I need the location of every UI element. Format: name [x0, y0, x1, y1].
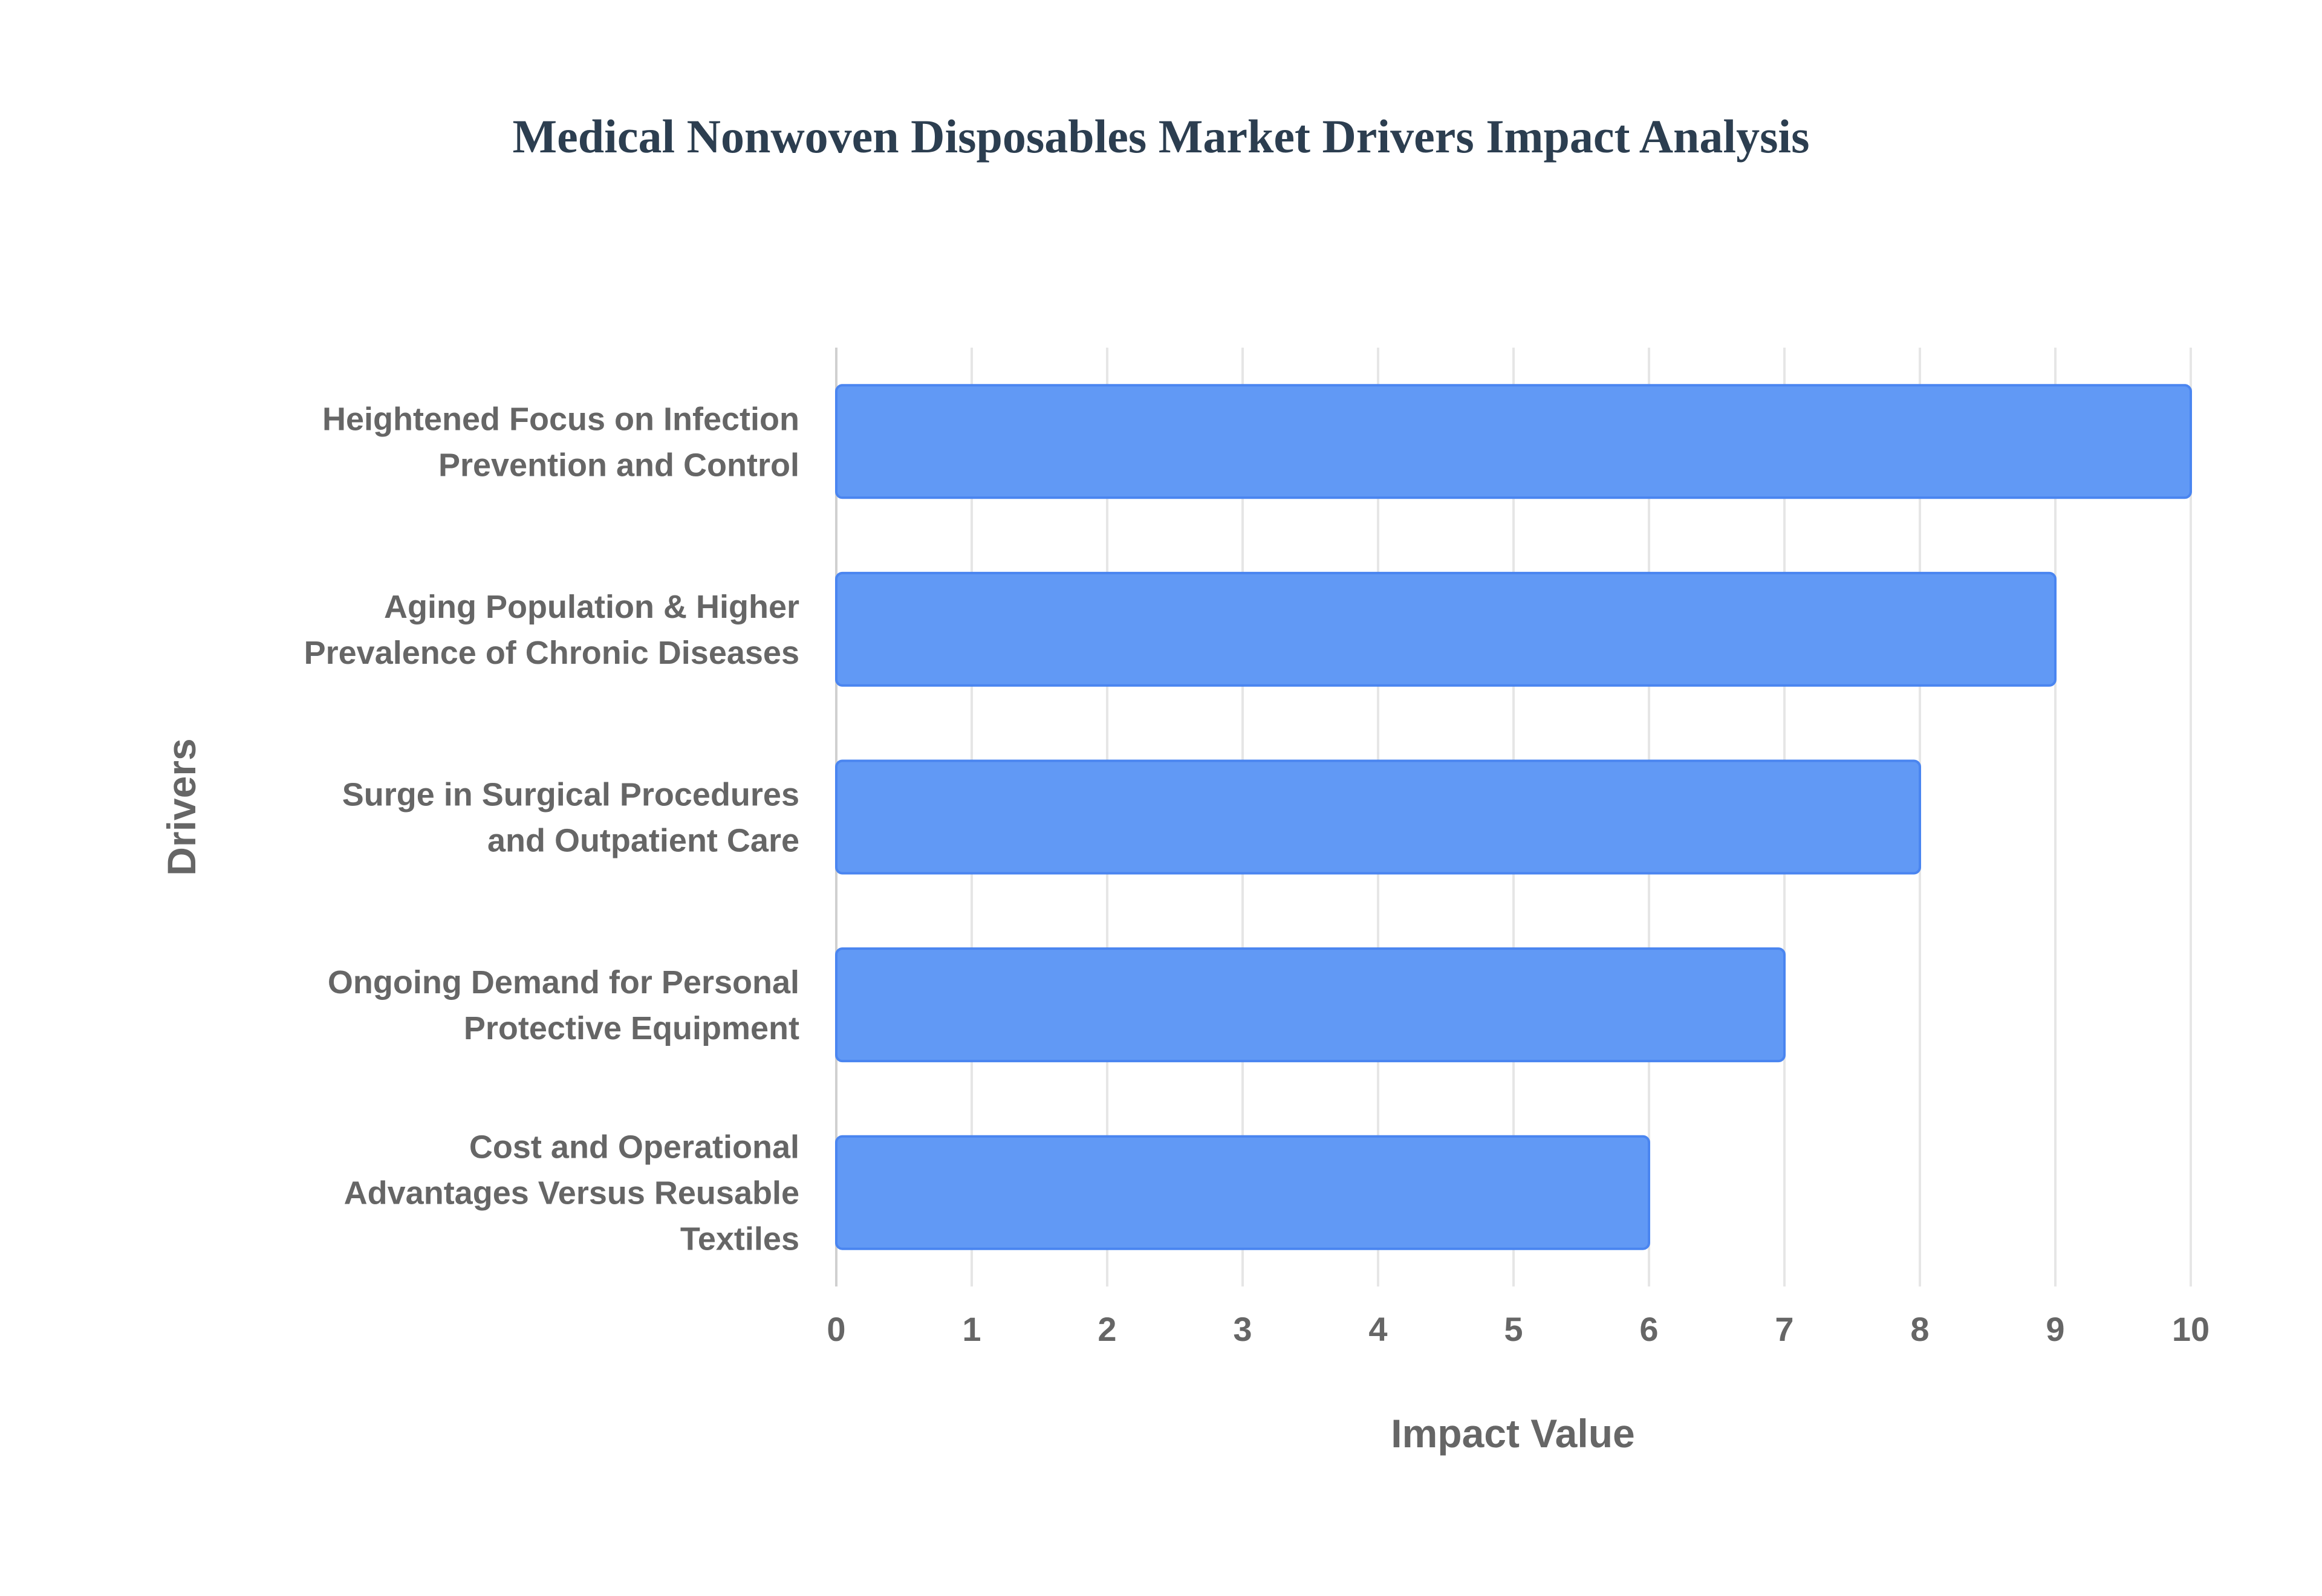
x-tick-label: 2 [1098, 1310, 1116, 1348]
x-tick-label: 5 [1504, 1310, 1523, 1348]
x-tick-label: 1 [962, 1310, 981, 1348]
x-tick-label: 7 [1775, 1310, 1794, 1348]
y-category-label: Aging Population & Higher Prevalence of C… [304, 589, 799, 671]
chart-title: Medical Nonwoven Disposables Market Driv… [513, 110, 1810, 163]
x-axis-title: Impact Value [1391, 1411, 1635, 1456]
x-tick-label: 9 [2046, 1310, 2064, 1348]
bar [835, 571, 2057, 687]
y-category-label: Cost and Operational Advantages Versus Re… [344, 1129, 799, 1257]
x-tick-label: 4 [1368, 1310, 1387, 1348]
y-axis-title: Drivers [159, 738, 204, 876]
x-tick-label: 3 [1233, 1310, 1252, 1348]
x-tick-label: 0 [827, 1310, 845, 1348]
bar [835, 1135, 1650, 1250]
y-category-label: Heightened Focus on Infection Prevention … [322, 401, 799, 483]
x-tick-label: 6 [1639, 1310, 1658, 1348]
y-category-label: Ongoing Demand for Personal Protective Eq… [328, 964, 799, 1046]
y-category-label: Surge in Surgical Procedures and Outpatie… [342, 777, 799, 859]
x-tick-label: 8 [1910, 1310, 1929, 1348]
x-tick-label: 10 [2172, 1310, 2210, 1348]
bar [835, 947, 1786, 1063]
bar [835, 384, 2192, 499]
bar [835, 759, 1921, 875]
